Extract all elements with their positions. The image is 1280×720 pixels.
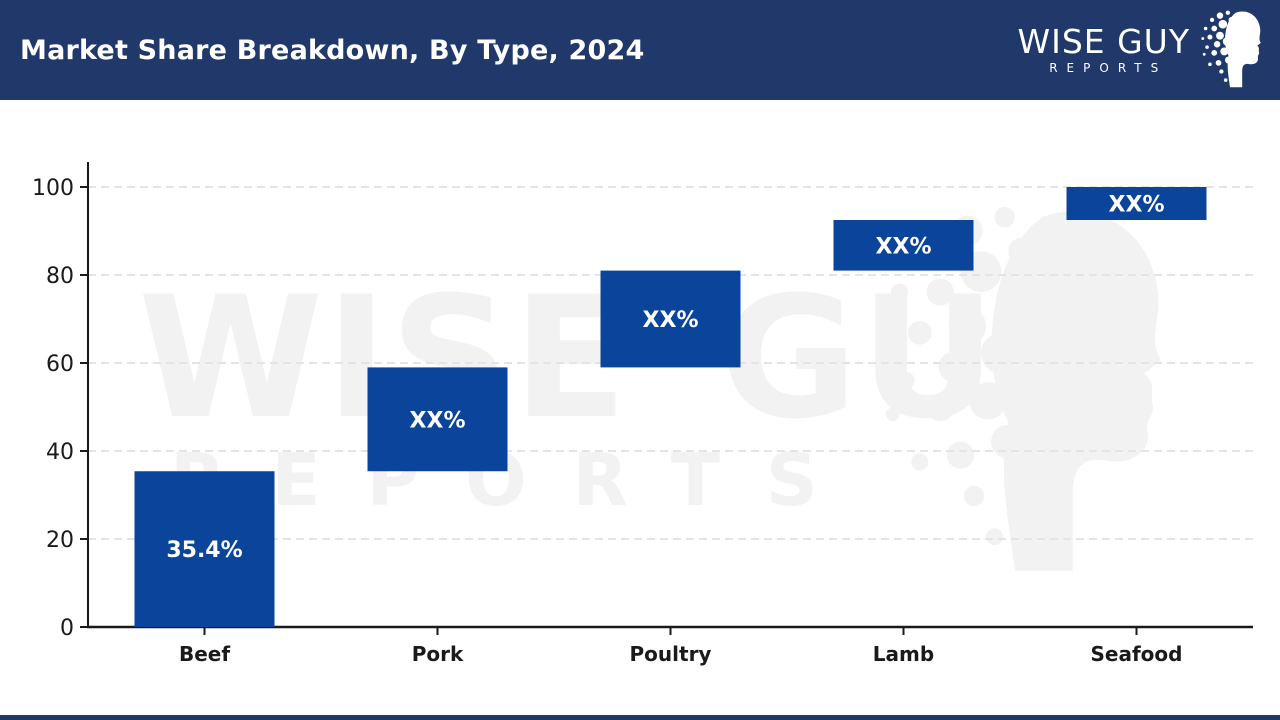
y-tick-label-20: 20 bbox=[46, 528, 74, 553]
x-tick-label-pork: Pork bbox=[412, 642, 464, 666]
y-tick-label-60: 60 bbox=[46, 352, 74, 377]
logo-text: WISE GUY REPORTS bbox=[1017, 21, 1190, 76]
x-tick-label-lamb: Lamb bbox=[873, 642, 934, 666]
x-tick-label-beef: Beef bbox=[179, 642, 230, 666]
bar-label-seafood: XX% bbox=[1109, 193, 1165, 218]
bar-label-pork: XX% bbox=[410, 408, 466, 433]
y-tick-label-0: 0 bbox=[60, 616, 74, 641]
y-tick-label-40: 40 bbox=[46, 440, 74, 465]
wiseguy-logo: WISE GUY REPORTS bbox=[1017, 7, 1266, 93]
bar-label-beef: 35.4% bbox=[166, 538, 242, 563]
bar-beef bbox=[134, 471, 275, 627]
bar-label-poultry: XX% bbox=[643, 308, 699, 333]
footer-strip bbox=[0, 715, 1280, 720]
y-tick-label-80: 80 bbox=[46, 264, 74, 289]
bar-poultry bbox=[600, 270, 741, 368]
chart-area: WISE GUY REPORTS 0 20 40 60 80 100 Beef Pork Pou… bbox=[0, 100, 1280, 715]
header-bar: Market Share Breakdown, By Type, 2024 WI… bbox=[0, 0, 1280, 100]
bar-pork bbox=[367, 367, 508, 472]
logo-reports-text: REPORTS bbox=[1049, 61, 1168, 76]
x-tick-label-seafood: Seafood bbox=[1091, 642, 1183, 666]
x-tick-label-poultry: Poultry bbox=[630, 642, 712, 666]
bar-label-lamb: XX% bbox=[876, 234, 932, 259]
logo-face-icon bbox=[1194, 7, 1266, 93]
y-tick-label-100: 100 bbox=[32, 176, 74, 201]
logo-wiseguy-text: WISE GUY bbox=[1017, 21, 1190, 61]
page-title: Market Share Breakdown, By Type, 2024 bbox=[20, 34, 645, 66]
waterfall-chart: 0 20 40 60 80 100 Beef Pork Poultry Lamb Seafood 35… bbox=[32, 162, 1253, 666]
